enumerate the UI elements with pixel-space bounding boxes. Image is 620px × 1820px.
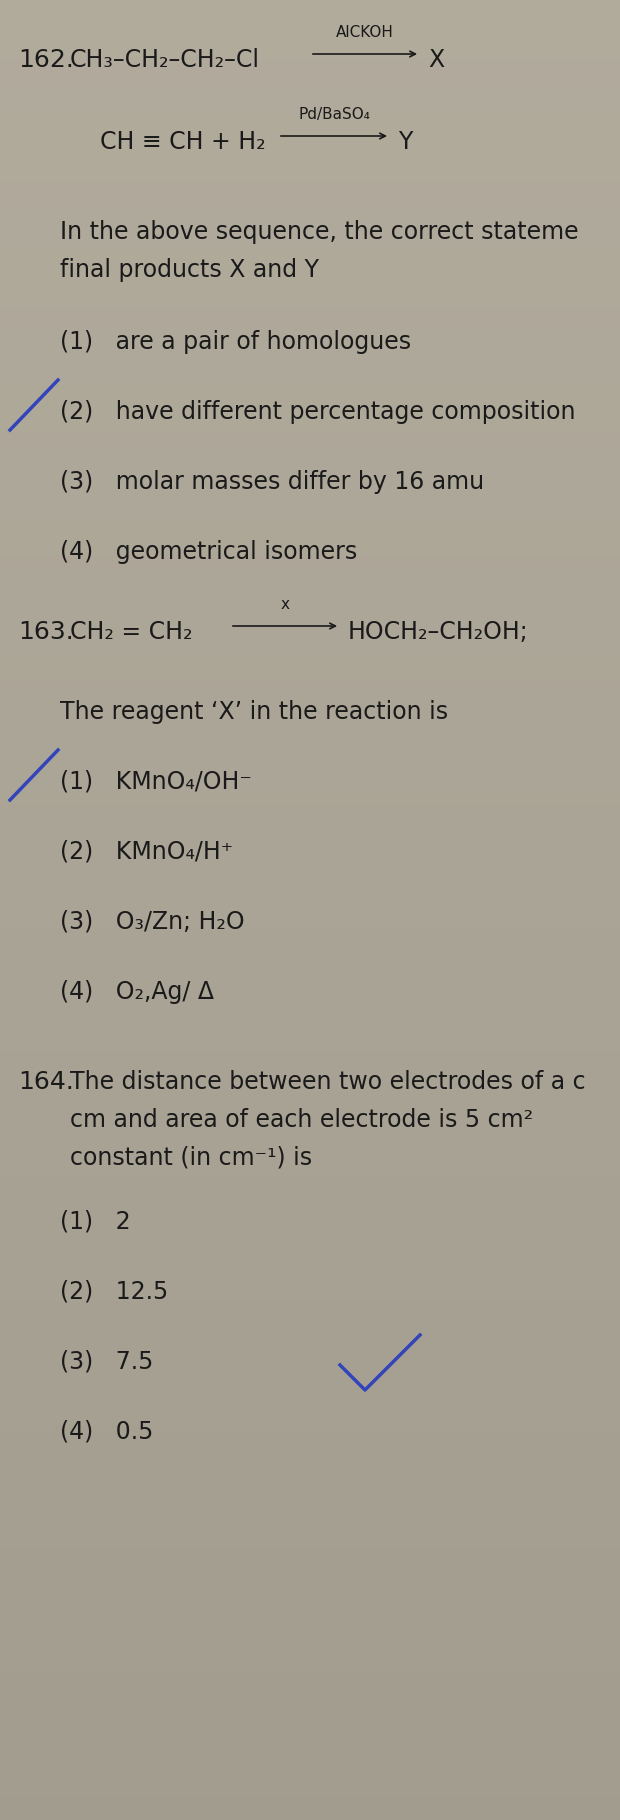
Text: 162.: 162. (18, 47, 74, 73)
Text: Y: Y (398, 129, 412, 155)
Text: The distance between two electrodes of a c: The distance between two electrodes of a… (70, 1070, 586, 1094)
Text: (4)   geometrical isomers: (4) geometrical isomers (60, 541, 357, 564)
Text: final products X and Y: final products X and Y (60, 258, 319, 282)
Text: x: x (280, 597, 290, 612)
Text: (3)   O₃/Zn; H₂O: (3) O₃/Zn; H₂O (60, 910, 245, 934)
Text: (1)   2: (1) 2 (60, 1210, 131, 1234)
Text: (1)   are a pair of homologues: (1) are a pair of homologues (60, 329, 411, 355)
Text: 164.: 164. (18, 1070, 74, 1094)
Text: (3)   7.5: (3) 7.5 (60, 1350, 153, 1374)
Text: AlCKOH: AlCKOH (336, 25, 394, 40)
Text: (3)   molar masses differ by 16 amu: (3) molar masses differ by 16 amu (60, 470, 484, 493)
Text: (2)   KMnO₄/H⁺: (2) KMnO₄/H⁺ (60, 841, 233, 864)
Text: (1)   KMnO₄/OH⁻: (1) KMnO₄/OH⁻ (60, 770, 252, 794)
Text: 163.: 163. (18, 621, 74, 644)
Text: (4)   0.5: (4) 0.5 (60, 1420, 153, 1443)
Text: The reagent ‘X’ in the reaction is: The reagent ‘X’ in the reaction is (60, 701, 448, 724)
Text: CH₂ = CH₂: CH₂ = CH₂ (70, 621, 192, 644)
Text: (4)   O₂,Ag/ Δ: (4) O₂,Ag/ Δ (60, 979, 214, 1005)
Text: Pd/BaSO₄: Pd/BaSO₄ (298, 107, 370, 122)
Text: HOCH₂–CH₂OH;: HOCH₂–CH₂OH; (348, 621, 529, 644)
Text: (2)   have different percentage composition: (2) have different percentage compositio… (60, 400, 575, 424)
Text: X: X (428, 47, 444, 73)
Text: In the above sequence, the correct stateme: In the above sequence, the correct state… (60, 220, 578, 244)
Text: CH₃–CH₂–CH₂–Cl: CH₃–CH₂–CH₂–Cl (70, 47, 260, 73)
Text: (2)   12.5: (2) 12.5 (60, 1279, 168, 1303)
Text: constant (in cm⁻¹) is: constant (in cm⁻¹) is (70, 1147, 312, 1170)
Text: CH ≡ CH + H₂: CH ≡ CH + H₂ (100, 129, 265, 155)
Text: cm and area of each electrode is 5 cm²: cm and area of each electrode is 5 cm² (70, 1108, 533, 1132)
